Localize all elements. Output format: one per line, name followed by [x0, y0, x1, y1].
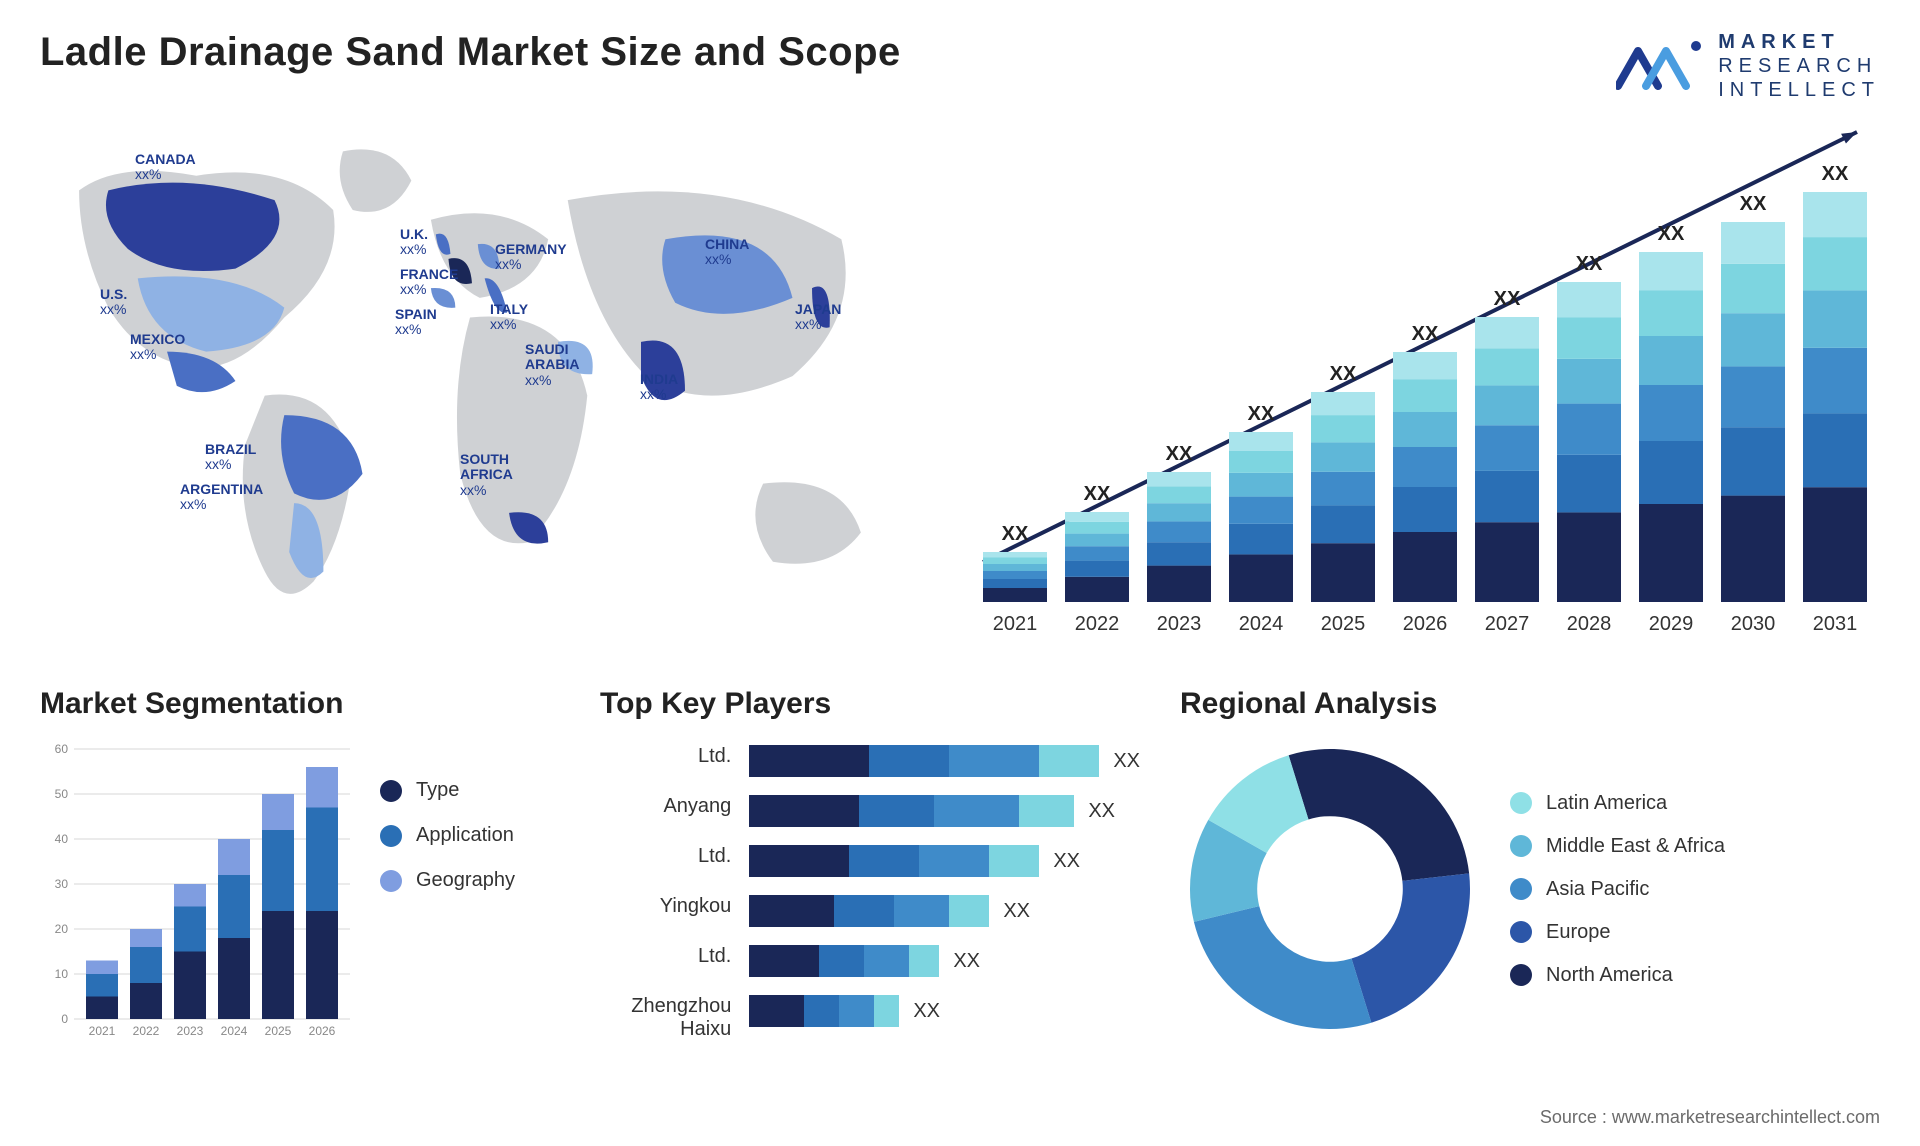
map-label: ITALYxx% [490, 302, 528, 333]
map-label: JAPANxx% [795, 302, 841, 333]
player-value: XX [953, 950, 980, 973]
logo-line1: MARKET [1718, 30, 1880, 54]
player-value: XX [1088, 800, 1115, 823]
map-label: U.K.xx% [400, 227, 428, 258]
donut-title: Regional Analysis [1180, 687, 1880, 721]
legend-item: Type [380, 779, 515, 802]
player-row: XX [749, 795, 1140, 827]
world-map: CANADAxx% U.S.xx%MEXICOxx% BRAZILxx% ARGENT… [40, 122, 900, 652]
svg-text:XX: XX [1740, 193, 1767, 215]
map-label: MEXICOxx% [130, 332, 185, 363]
player-label: Ltd. [600, 945, 731, 977]
donut-chart-svg [1180, 739, 1480, 1039]
player-row: XX [749, 745, 1140, 777]
svg-text:2027: 2027 [1485, 613, 1530, 635]
logo-line3: INTELLECT [1718, 78, 1880, 102]
segmentation-chart: 0 10 20 30 40 50 60 2021 2022 2023 2024 2025 2026 [40, 739, 350, 1049]
legend-item: Europe [1510, 921, 1725, 944]
svg-text:2022: 2022 [133, 1024, 160, 1038]
svg-text:2024: 2024 [221, 1024, 248, 1038]
svg-text:10: 10 [55, 967, 69, 981]
player-value: XX [913, 1000, 940, 1023]
legend-item: Geography [380, 869, 515, 892]
svg-text:2021: 2021 [993, 613, 1038, 635]
player-label: Yingkou [600, 895, 731, 927]
logo-line2: RESEARCH [1718, 54, 1880, 78]
svg-text:2029: 2029 [1649, 613, 1694, 635]
svg-text:2022: 2022 [1075, 613, 1120, 635]
legend-item: Latin America [1510, 792, 1725, 815]
player-value: XX [1113, 750, 1140, 773]
svg-text:XX: XX [1002, 523, 1029, 545]
player-label: Ltd. [600, 845, 731, 877]
svg-text:2025: 2025 [265, 1024, 292, 1038]
map-label: CANADAxx% [135, 152, 196, 183]
svg-text:2025: 2025 [1321, 613, 1366, 635]
svg-text:2023: 2023 [1157, 613, 1202, 635]
player-row: XX [749, 895, 1140, 927]
svg-text:2026: 2026 [309, 1024, 336, 1038]
segmentation-chart-svg: 0 10 20 30 40 50 60 2021 2022 2023 2024 2025 2026 [40, 739, 350, 1049]
map-label: SPAINxx% [395, 307, 437, 338]
growth-chart-svg: XX 2021 XX 2022 XX 2023 XX 2024 XX 2025 XX 2026 XX 20… [940, 122, 1880, 652]
svg-text:2031: 2031 [1813, 613, 1858, 635]
svg-text:XX: XX [1412, 323, 1439, 345]
player-row: XX [749, 845, 1140, 877]
svg-text:XX: XX [1084, 483, 1111, 505]
svg-text:40: 40 [55, 832, 69, 846]
svg-text:60: 60 [55, 742, 69, 756]
growth-bar-chart: XX 2021 XX 2022 XX 2023 XX 2024 XX 2025 XX 2026 XX 20… [940, 122, 1880, 652]
svg-text:XX: XX [1494, 288, 1521, 310]
map-label: ARGENTINAxx% [180, 482, 263, 513]
world-map-svg [40, 122, 900, 640]
player-value: XX [1003, 900, 1030, 923]
map-label: GERMANYxx% [495, 242, 567, 273]
logo-icon [1616, 36, 1706, 96]
svg-text:0: 0 [61, 1012, 68, 1026]
svg-text:20: 20 [55, 922, 69, 936]
map-label: SOUTHAFRICAxx% [460, 452, 513, 498]
legend-item: North America [1510, 964, 1725, 987]
svg-text:2023: 2023 [177, 1024, 204, 1038]
svg-text:XX: XX [1248, 403, 1275, 425]
legend-item: Middle East & Africa [1510, 835, 1725, 858]
page-title: Ladle Drainage Sand Market Size and Scop… [40, 30, 901, 75]
svg-text:2021: 2021 [89, 1024, 116, 1038]
segmentation-legend: Type Application Geography [380, 739, 515, 1049]
player-label: Anyang [600, 795, 731, 827]
legend-item: Application [380, 824, 515, 847]
players-title: Top Key Players [600, 687, 1140, 721]
map-label: U.S.xx% [100, 287, 127, 318]
svg-text:2030: 2030 [1731, 613, 1776, 635]
segmentation-title: Market Segmentation [40, 687, 560, 721]
player-label: Zhengzhou Haixu [600, 995, 731, 1027]
players-labels: Ltd. Anyang Ltd. Yingkou Ltd. Zhengzhou Haixu [600, 739, 731, 1027]
svg-text:XX: XX [1576, 253, 1603, 275]
svg-text:2026: 2026 [1403, 613, 1448, 635]
map-label: FRANCExx% [400, 267, 458, 298]
map-label: SAUDIARABIAxx% [525, 342, 579, 388]
legend-item: Asia Pacific [1510, 878, 1725, 901]
map-label: BRAZILxx% [205, 442, 256, 473]
donut-legend: Latin America Middle East & Africa Asia Pa… [1510, 792, 1725, 987]
player-row: XX [749, 945, 1140, 977]
brand-logo: MARKET RESEARCH INTELLECT [1616, 30, 1880, 102]
svg-text:XX: XX [1658, 223, 1685, 245]
source-text: Source : www.marketresearchintellect.com [1540, 1107, 1880, 1128]
players-bars: XX XX XX XX XX XX [749, 739, 1140, 1027]
svg-text:2028: 2028 [1567, 613, 1612, 635]
svg-text:XX: XX [1166, 443, 1193, 465]
svg-text:50: 50 [55, 787, 69, 801]
player-row: XX [749, 995, 1140, 1027]
svg-text:XX: XX [1822, 163, 1849, 185]
svg-text:2024: 2024 [1239, 613, 1284, 635]
player-label: Ltd. [600, 745, 731, 777]
player-value: XX [1053, 850, 1080, 873]
svg-text:30: 30 [55, 877, 69, 891]
donut-chart [1180, 739, 1480, 1039]
map-label: CHINAxx% [705, 237, 749, 268]
svg-text:XX: XX [1330, 363, 1357, 385]
map-label: INDIAxx% [640, 372, 678, 403]
